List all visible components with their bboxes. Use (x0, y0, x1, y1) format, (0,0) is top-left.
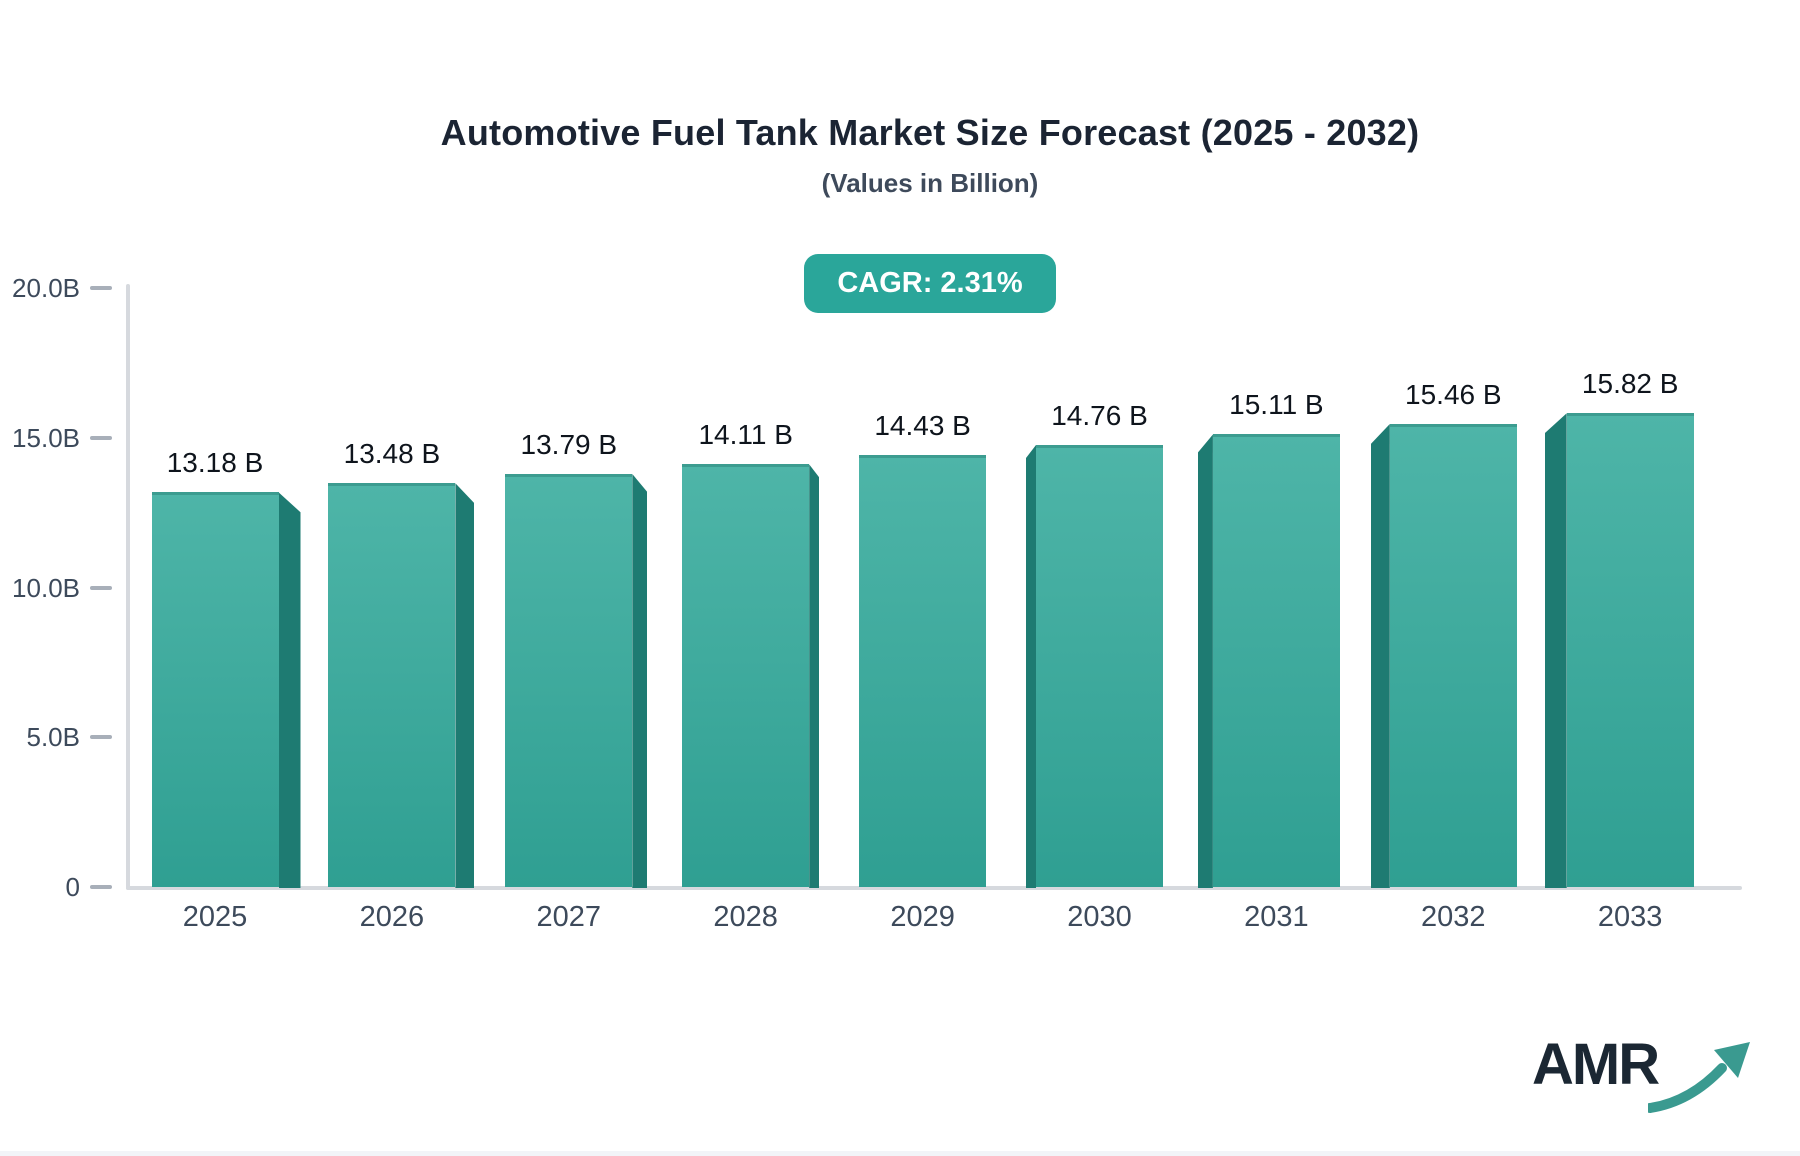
y-axis-line (126, 284, 130, 890)
y-axis-tick-mark (90, 435, 112, 440)
bar-3d-side (1026, 444, 1036, 888)
bar (682, 464, 810, 887)
bar-value-label: 15.11 B (1229, 389, 1324, 421)
bar-value-label: 15.46 B (1405, 378, 1502, 410)
bar-3d-side (809, 464, 820, 888)
bar-3d-side (278, 492, 301, 888)
bar-3d-side (1544, 413, 1567, 888)
amr-logo-text: AMR (1532, 1032, 1660, 1097)
bar-3d-side (632, 473, 648, 888)
bar-value-label: 13.48 B (343, 438, 441, 470)
bar-3d-side (1370, 423, 1390, 888)
chart-title: Automotive Fuel Tank Market Size Forecas… (440, 112, 1420, 153)
bar (1566, 413, 1694, 887)
page-bottom-strip (0, 1151, 1800, 1156)
bar (328, 483, 456, 887)
cagr-badge-wrap: CAGR: 2.31% (60, 254, 1800, 313)
bar-value-label: 14.76 B (1051, 399, 1148, 431)
bar-3d-side (1197, 434, 1213, 888)
bar-value-label: 13.18 B (166, 447, 264, 479)
x-axis-category-label: 2031 (1244, 901, 1309, 933)
bar (1212, 434, 1340, 887)
y-axis-tick-mark (90, 885, 112, 889)
y-axis-tick-label: 10.0B (12, 572, 80, 603)
bar-3d-side (455, 483, 475, 888)
x-axis-line (126, 886, 1742, 890)
trend-up-arrow-icon (1648, 1042, 1750, 1113)
y-axis-tick-mark (90, 735, 112, 740)
y-axis-tick-mark (90, 585, 112, 590)
bar (505, 473, 633, 887)
y-axis-tick-label: 20.0B (12, 273, 80, 303)
cagr-badge: CAGR: 2.31% (804, 254, 1056, 313)
x-axis-category-label: 2033 (1597, 901, 1663, 933)
bar (1036, 444, 1163, 887)
bar (151, 492, 279, 887)
amr-logo: AMR (1532, 1032, 1750, 1114)
y-axis-tick-label: 0 (65, 872, 80, 902)
x-axis-category-label: 2026 (359, 901, 425, 933)
y-axis-tick-mark (90, 286, 112, 290)
x-axis-category-label: 2032 (1421, 901, 1486, 933)
x-axis-category-label: 2028 (713, 901, 778, 933)
bar-value-label: 14.43 B (874, 409, 971, 441)
chart-subtitle: (Values in Billion) (821, 168, 1039, 198)
x-axis-category-label: 2025 (182, 901, 248, 933)
y-axis-tick-label: 15.0B (12, 422, 80, 453)
x-axis-category-label: 2030 (1067, 901, 1132, 933)
bar-value-label: 15.82 B (1581, 368, 1679, 400)
bar-value-label: 13.79 B (520, 428, 618, 460)
y-axis-tick-label: 5.0B (26, 722, 81, 753)
bar (859, 454, 987, 887)
x-axis-category-label: 2027 (536, 901, 602, 933)
bar (1389, 423, 1517, 887)
bar-value-label: 14.11 B (698, 419, 793, 451)
x-axis-category-label: 2029 (890, 901, 955, 933)
